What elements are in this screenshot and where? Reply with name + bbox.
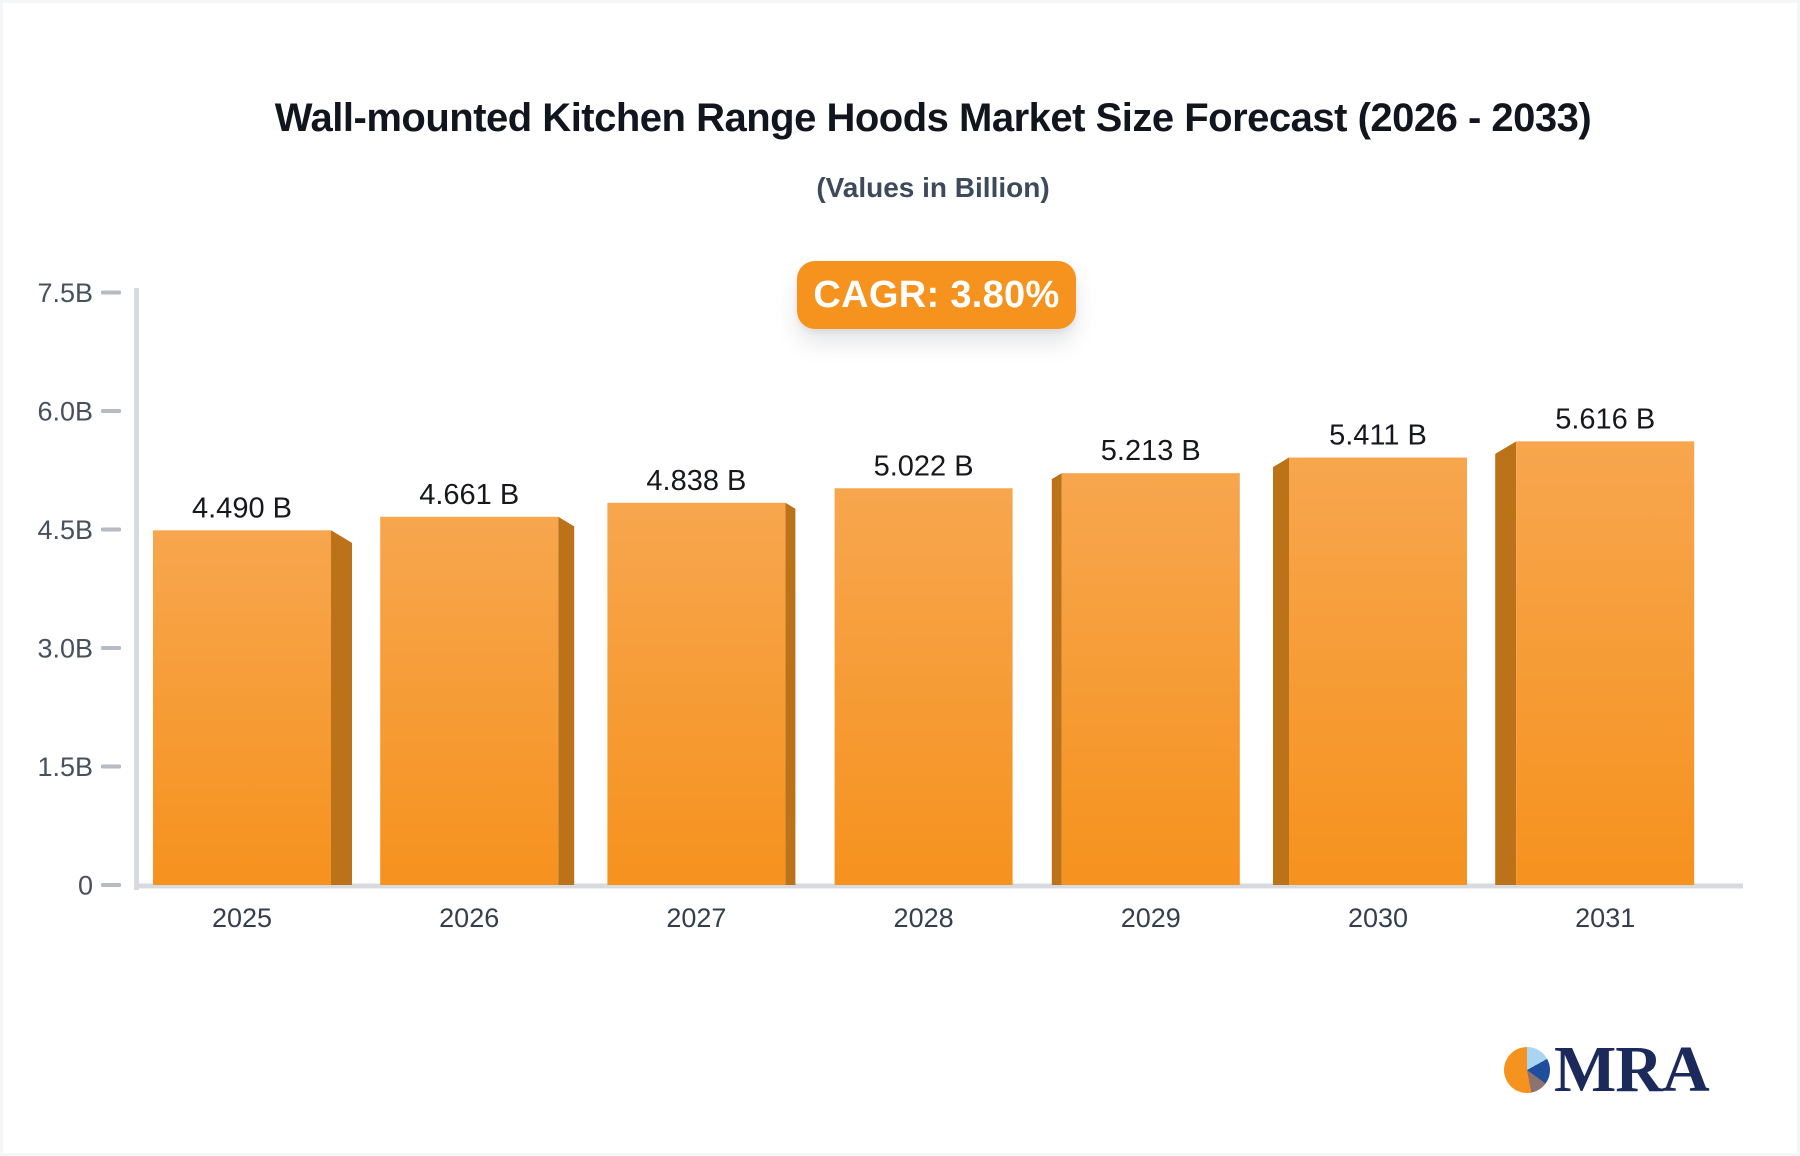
x-axis-label: 2029: [1121, 903, 1181, 933]
y-axis-tick: [101, 764, 121, 769]
bar-2030: 5.411 B 2030: [1273, 420, 1467, 933]
bar-front-face: [1516, 441, 1695, 885]
bar-value-label: 5.411 B: [1329, 420, 1427, 452]
y-axis-tick: [101, 646, 121, 650]
brand-logo-text: MRA: [1554, 1033, 1710, 1106]
x-axis-label: 2031: [1575, 903, 1635, 933]
x-axis-label: 2030: [1348, 903, 1408, 933]
bar-side-face: [1495, 441, 1517, 885]
y-axis-line: [134, 288, 139, 890]
y-axis-label: 4.5B: [37, 515, 93, 545]
y-axis-tick: [101, 883, 121, 887]
bar-side-face: [1273, 457, 1289, 885]
bar-2025: 4.490 B 2025: [153, 492, 352, 933]
x-axis-label: 2027: [666, 903, 726, 933]
cagr-badge: CAGR: 3.80%: [797, 261, 1076, 329]
bar-2031: 5.616 B 2031: [1495, 403, 1695, 933]
x-axis-label: 2026: [439, 903, 499, 933]
y-axis-label: 1.5B: [37, 752, 93, 782]
bar-front-face: [380, 516, 559, 885]
x-axis-label: 2025: [212, 903, 272, 933]
y-axis-tick: [101, 290, 121, 295]
y-axis-tick: [101, 527, 121, 532]
bar-front-face: [607, 502, 786, 885]
bar-front-face: [834, 488, 1013, 885]
bar-side-face: [331, 530, 352, 885]
bar-side-face: [1051, 473, 1062, 885]
bar-value-label: 4.838 B: [646, 465, 746, 497]
x-axis-line: [134, 883, 1743, 889]
bar-front-face: [1061, 473, 1240, 885]
y-axis-tick: [101, 409, 121, 413]
bar-side-face: [785, 502, 796, 885]
cagr-badge-label: CAGR: 3.80%: [813, 273, 1060, 316]
x-axis-label: 2028: [894, 903, 954, 933]
bar-value-label: 5.022 B: [874, 450, 974, 482]
bar-2029: 5.213 B 2029: [1051, 435, 1240, 933]
y-axis-label: 6.0B: [37, 397, 93, 427]
bar-2028: 5.022 B 2028: [834, 450, 1013, 933]
y-axis-label: 7.5B: [37, 278, 93, 308]
bar-value-label: 4.490 B: [192, 492, 292, 524]
y-axis-label: 0: [78, 871, 93, 901]
bar-value-label: 5.213 B: [1101, 435, 1201, 467]
bar-value-label: 5.616 B: [1555, 403, 1655, 435]
bar-front-face: [153, 530, 331, 885]
pie-chart-logo-icon: [1504, 1047, 1550, 1093]
bar-front-face: [1289, 457, 1467, 885]
bar-2026: 4.661 B 2026: [380, 479, 575, 933]
brand-logo: MRA: [1504, 1033, 1710, 1106]
y-axis-label: 3.0B: [37, 634, 93, 664]
bar-side-face: [558, 516, 575, 885]
chart-title: Wall-mounted Kitchen Range Hoods Market …: [274, 96, 1592, 140]
bar-value-label: 4.661 B: [419, 479, 519, 511]
bar-2027: 4.838 B 2027: [607, 465, 796, 933]
chart-subtitle: (Values in Billion): [816, 172, 1050, 203]
